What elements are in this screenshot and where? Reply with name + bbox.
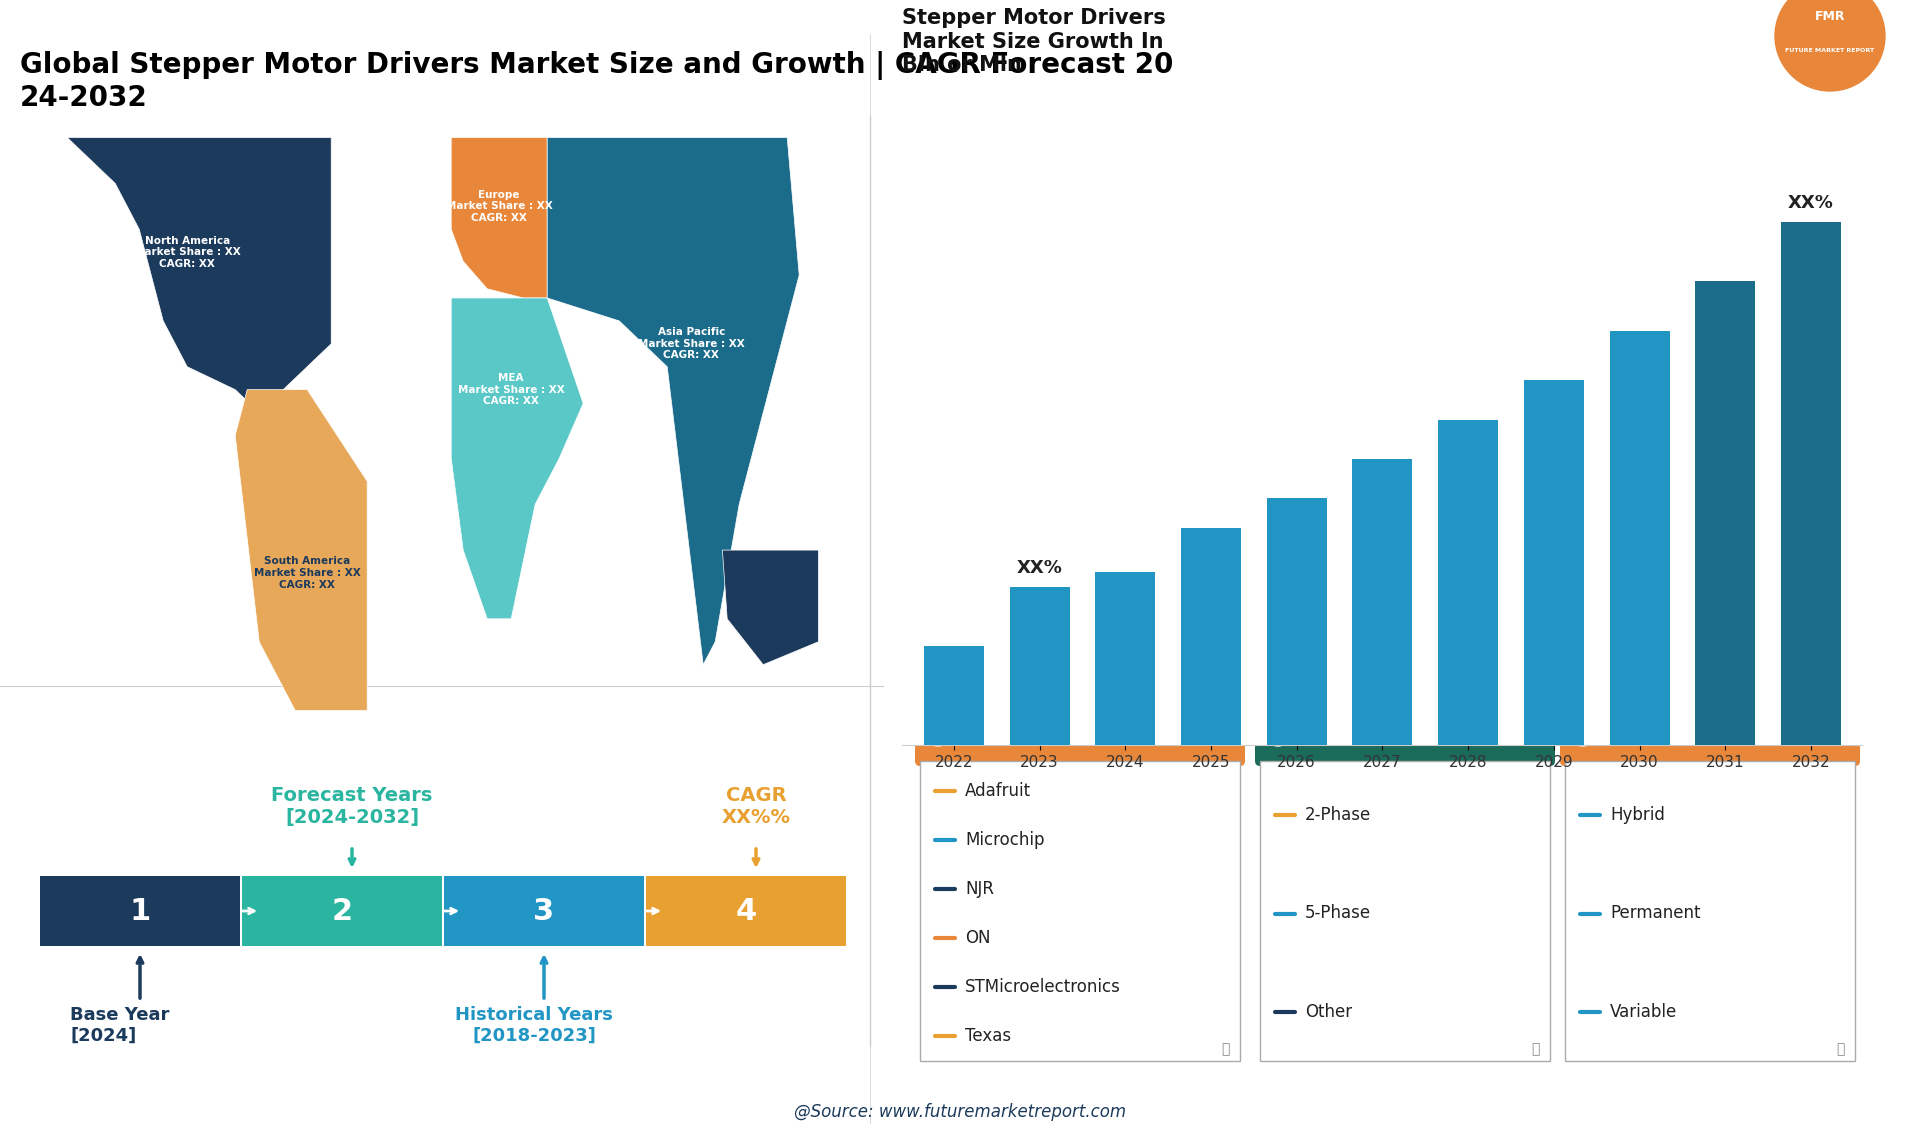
Text: FUTURE MARKET REPORT: FUTURE MARKET REPORT: [1786, 48, 1874, 54]
Text: By application: By application: [1605, 724, 1761, 744]
Polygon shape: [722, 550, 818, 665]
Text: @Source: www.futuremarketreport.com: @Source: www.futuremarketreport.com: [795, 1102, 1125, 1121]
FancyBboxPatch shape: [645, 876, 847, 945]
Text: 5-Phase: 5-Phase: [1306, 904, 1371, 923]
Circle shape: [925, 722, 950, 746]
Bar: [1094, 572, 1156, 745]
Bar: [1609, 331, 1670, 745]
FancyBboxPatch shape: [1260, 761, 1549, 1061]
Polygon shape: [451, 138, 547, 298]
Polygon shape: [234, 390, 367, 711]
Text: •: •: [931, 724, 945, 744]
Text: Variable: Variable: [1611, 1003, 1678, 1021]
Text: Texas: Texas: [966, 1028, 1012, 1045]
FancyBboxPatch shape: [444, 876, 643, 945]
Text: ⌒: ⌒: [1221, 1042, 1229, 1055]
Text: ⌒: ⌒: [1836, 1042, 1845, 1055]
Bar: [1352, 458, 1413, 745]
FancyBboxPatch shape: [1559, 701, 1860, 766]
FancyBboxPatch shape: [920, 761, 1240, 1061]
Text: NJR: NJR: [966, 880, 995, 898]
Text: 4: 4: [735, 896, 756, 926]
Text: South America
Market Share : XX
CAGR: XX: South America Market Share : XX CAGR: XX: [253, 557, 361, 589]
Text: CAGR
XX%%: CAGR XX%%: [722, 786, 791, 827]
Bar: [1181, 528, 1240, 745]
Text: By type: By type: [1300, 724, 1384, 744]
Polygon shape: [451, 298, 584, 619]
Text: North America
Market Share : XX
CAGR: XX: North America Market Share : XX CAGR: XX: [134, 236, 240, 268]
Text: ⌒: ⌒: [1530, 1042, 1540, 1055]
Bar: [1695, 282, 1755, 745]
Text: 🍂: 🍂: [1793, 0, 1807, 3]
FancyBboxPatch shape: [1256, 701, 1555, 766]
Bar: [1010, 587, 1069, 745]
Text: Stepper Motor Drivers
Market Size Growth In
Bln or Mln: Stepper Motor Drivers Market Size Growth…: [902, 8, 1165, 74]
Text: 3: 3: [534, 896, 555, 926]
Text: Base Year
[2024]: Base Year [2024]: [71, 1006, 169, 1045]
Text: Hybrid: Hybrid: [1611, 806, 1665, 824]
Text: Adafruit: Adafruit: [966, 782, 1031, 800]
Text: •: •: [1271, 724, 1284, 744]
Text: Permanent: Permanent: [1611, 904, 1701, 923]
Text: MEA
Market Share : XX
CAGR: XX: MEA Market Share : XX CAGR: XX: [457, 374, 564, 406]
Text: Market players: Market players: [960, 724, 1125, 744]
Text: Historical Years
[2018-2023]: Historical Years [2018-2023]: [455, 1006, 612, 1045]
Text: STMicroelectronics: STMicroelectronics: [966, 979, 1121, 996]
Text: Microchip: Microchip: [966, 831, 1044, 849]
Bar: [924, 646, 983, 745]
Circle shape: [1265, 722, 1290, 746]
Bar: [1438, 419, 1498, 745]
Circle shape: [1571, 722, 1596, 746]
Text: •: •: [1576, 724, 1590, 744]
FancyBboxPatch shape: [242, 876, 442, 945]
Circle shape: [1774, 0, 1885, 91]
Text: FMR: FMR: [1814, 9, 1845, 23]
Polygon shape: [42, 138, 330, 413]
Bar: [1524, 380, 1584, 745]
FancyBboxPatch shape: [1565, 761, 1855, 1061]
Text: Global Stepper Motor Drivers Market Size and Growth | CAGR Forecast 20
24-2032: Global Stepper Motor Drivers Market Size…: [19, 52, 1173, 112]
Bar: [1267, 499, 1327, 745]
FancyBboxPatch shape: [916, 701, 1244, 766]
Text: Other: Other: [1306, 1003, 1352, 1021]
Text: XX%: XX%: [1788, 195, 1834, 212]
Text: XX%: XX%: [1016, 559, 1062, 578]
FancyBboxPatch shape: [40, 876, 240, 945]
Text: Asia Pacific
Market Share : XX
CAGR: XX: Asia Pacific Market Share : XX CAGR: XX: [637, 328, 745, 360]
Bar: [1782, 222, 1841, 745]
Text: Europe
Market Share : XX
CAGR: XX: Europe Market Share : XX CAGR: XX: [445, 190, 553, 222]
Polygon shape: [547, 138, 799, 665]
Text: 1: 1: [129, 896, 150, 926]
Text: 2-Phase: 2-Phase: [1306, 806, 1371, 824]
Text: 2: 2: [332, 896, 353, 926]
Text: Forecast Years
[2024-2032]: Forecast Years [2024-2032]: [271, 786, 432, 827]
Text: ON: ON: [966, 929, 991, 947]
